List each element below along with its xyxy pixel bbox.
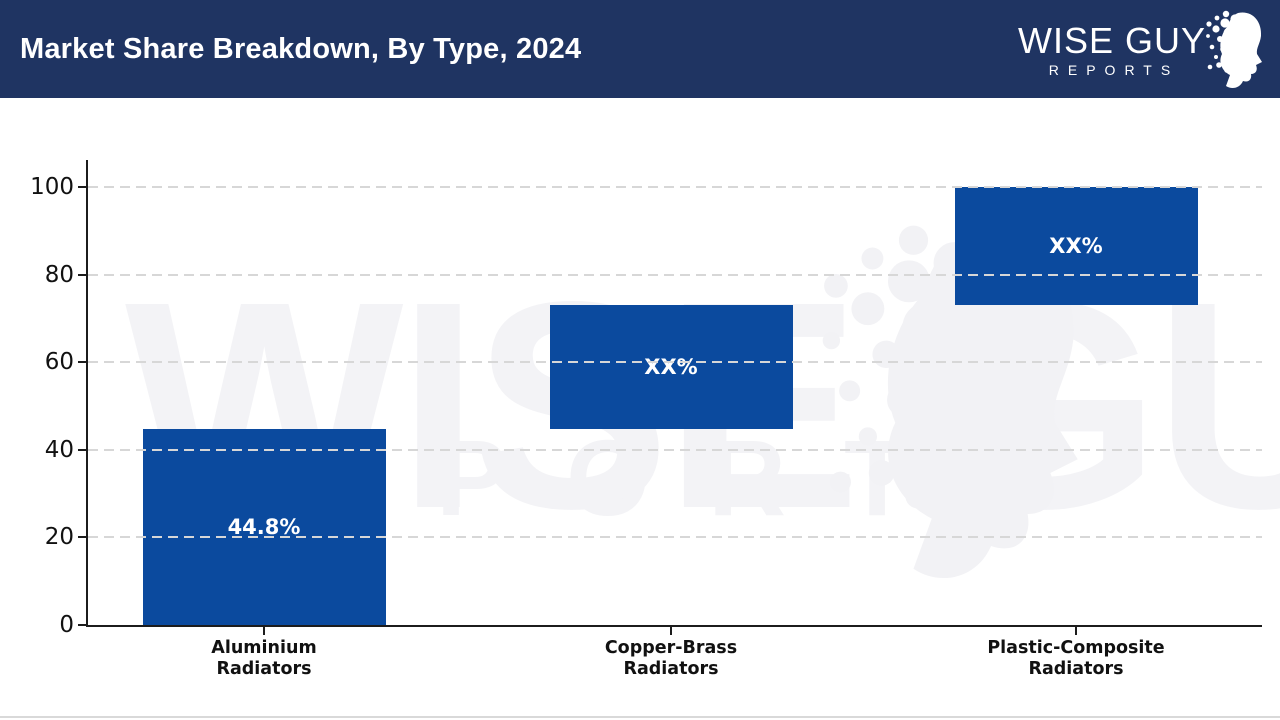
y-tick-label: 80	[44, 261, 74, 288]
gridline-y80	[88, 273, 1262, 276]
gridline-y20	[88, 536, 1262, 539]
y-tick-label: 20	[44, 524, 74, 551]
y-tickmark	[78, 536, 88, 539]
wiseguy-logo: WISE GUY REPORTS	[1018, 6, 1266, 94]
x-tickmark	[263, 627, 265, 635]
page-title: Market Share Breakdown, By Type, 2024	[20, 32, 582, 65]
x-category-label: Copper-Brass Radiators	[604, 638, 738, 679]
x-category-label: Plastic-Composite Radiators	[987, 638, 1165, 679]
y-axis-line	[86, 160, 88, 627]
logo-text: WISE GUY REPORTS	[1017, 20, 1206, 79]
bar-copper-brass-radiators: XX%	[549, 305, 793, 429]
header-bar: Market Share Breakdown, By Type, 2024 WI…	[0, 0, 1280, 98]
head-profile-icon	[1206, 10, 1262, 89]
bar-value-label: XX%	[1049, 234, 1103, 259]
y-tick-label: 60	[44, 349, 74, 376]
x-category-label: Aluminium Radiators	[211, 638, 317, 679]
gridline-y100	[88, 186, 1262, 188]
x-tickmark	[670, 627, 672, 635]
y-tickmark	[78, 186, 88, 188]
y-tick-label: 100	[30, 174, 74, 200]
gridline-y40	[88, 448, 1262, 451]
x-tickmark	[1075, 627, 1077, 635]
logo-reports-label: REPORTS	[1048, 62, 1180, 78]
y-tickmark	[78, 448, 88, 451]
bottom-border-line	[0, 716, 1280, 718]
y-tick-label: 0	[59, 612, 74, 638]
x-axis-line	[86, 625, 1262, 627]
y-tick-label: 40	[44, 436, 74, 463]
y-tickmark	[78, 273, 88, 276]
y-tickmark	[78, 624, 88, 626]
logo-wordmark: WISE GUY	[1017, 20, 1206, 61]
watermark-head-icon	[822, 225, 1078, 579]
bar-aluminium-radiators: 44.8%	[142, 428, 386, 625]
bar-value-label: 44.8%	[227, 514, 301, 539]
gridline-y60	[88, 361, 1262, 364]
y-tickmark	[78, 361, 88, 364]
bar-plastic-composite-radiators: XX%	[954, 187, 1198, 306]
bar-value-label: XX%	[644, 355, 698, 379]
